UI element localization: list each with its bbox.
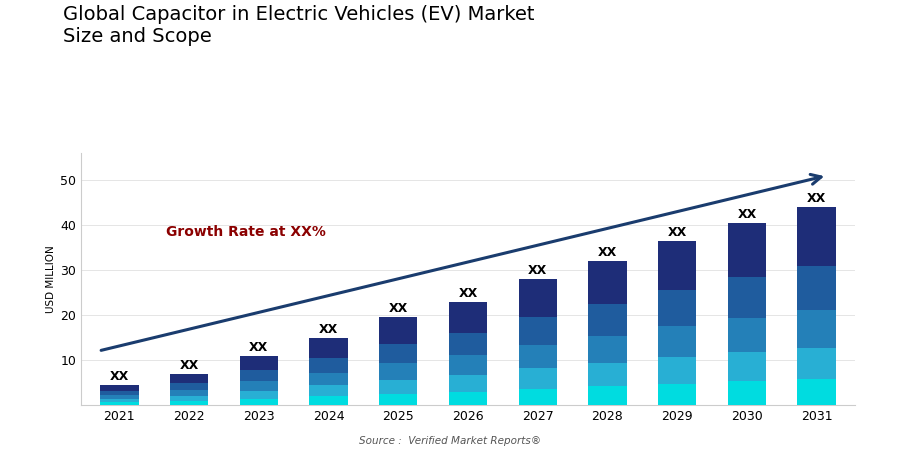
Bar xyxy=(379,363,418,379)
Bar xyxy=(310,358,347,373)
Bar xyxy=(797,347,836,379)
Bar xyxy=(589,336,626,363)
Bar xyxy=(589,363,626,386)
Text: XX: XX xyxy=(807,192,826,205)
Bar xyxy=(658,326,697,357)
Bar xyxy=(449,392,487,405)
Bar xyxy=(379,394,418,405)
Bar xyxy=(239,370,278,381)
Bar xyxy=(658,241,697,290)
Bar xyxy=(518,345,557,369)
Text: XX: XX xyxy=(110,370,129,383)
Bar xyxy=(449,356,487,375)
Text: XX: XX xyxy=(528,264,547,277)
Bar xyxy=(797,207,836,266)
Bar xyxy=(170,383,208,390)
Bar xyxy=(310,385,347,396)
Bar xyxy=(170,390,208,396)
Bar xyxy=(797,310,836,347)
Bar xyxy=(728,318,766,352)
Bar xyxy=(658,290,697,326)
Bar xyxy=(728,223,766,277)
Bar xyxy=(589,261,626,304)
Text: XX: XX xyxy=(668,226,687,239)
Text: XX: XX xyxy=(458,287,478,300)
Bar xyxy=(239,356,278,370)
Bar xyxy=(797,266,836,310)
Bar xyxy=(518,389,557,405)
Bar xyxy=(449,302,487,333)
Bar xyxy=(239,381,278,391)
Bar xyxy=(100,385,139,391)
Bar xyxy=(797,379,836,405)
Text: XX: XX xyxy=(598,246,617,259)
Bar xyxy=(100,395,139,399)
Bar xyxy=(658,384,697,405)
Bar xyxy=(100,391,139,395)
Bar xyxy=(310,396,347,405)
Text: Source :  Verified Market Reports®: Source : Verified Market Reports® xyxy=(359,436,541,446)
Y-axis label: USD MILLION: USD MILLION xyxy=(46,245,56,313)
Bar xyxy=(239,391,278,399)
Bar xyxy=(518,369,557,389)
Bar xyxy=(518,279,557,317)
Bar xyxy=(379,344,418,363)
Bar xyxy=(658,357,697,384)
Bar xyxy=(449,333,487,356)
Text: Global Capacitor in Electric Vehicles (EV) Market
Size and Scope: Global Capacitor in Electric Vehicles (E… xyxy=(63,4,535,45)
Bar xyxy=(728,352,766,381)
Text: XX: XX xyxy=(737,208,757,221)
Text: XX: XX xyxy=(389,302,408,315)
Bar xyxy=(170,401,208,405)
Text: Growth Rate at XX%: Growth Rate at XX% xyxy=(166,225,326,239)
Bar xyxy=(589,304,626,336)
Text: XX: XX xyxy=(319,323,338,336)
Bar xyxy=(518,317,557,345)
Bar xyxy=(310,338,347,358)
Bar xyxy=(100,399,139,402)
Bar xyxy=(589,386,626,405)
Bar xyxy=(310,373,347,385)
Bar xyxy=(449,375,487,392)
Bar xyxy=(379,379,418,394)
Bar xyxy=(728,277,766,318)
Bar xyxy=(170,374,208,383)
Bar xyxy=(239,399,278,405)
Bar xyxy=(379,317,418,344)
Bar xyxy=(100,402,139,405)
Text: XX: XX xyxy=(179,359,199,372)
Bar xyxy=(728,381,766,405)
Bar xyxy=(170,396,208,401)
Text: XX: XX xyxy=(249,341,268,354)
